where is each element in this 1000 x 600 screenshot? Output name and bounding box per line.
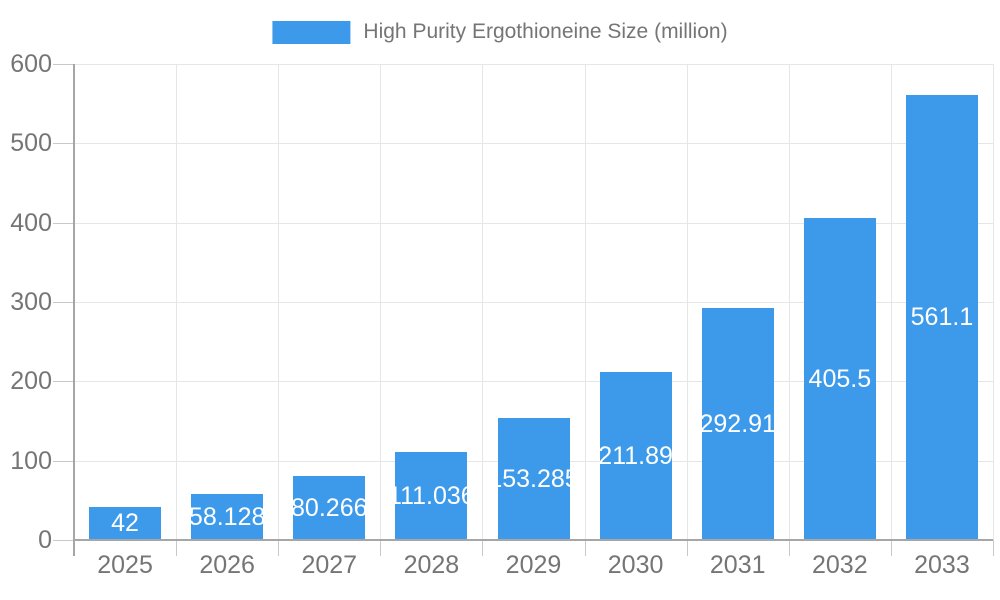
x-axis-tick: [380, 540, 382, 556]
x-axis-label: 2029: [505, 551, 562, 579]
y-axis-label: 600: [10, 50, 52, 78]
y-axis-tick: [53, 540, 74, 541]
y-axis-tick: [53, 302, 74, 303]
x-axis-line: [73, 539, 993, 541]
y-axis-label: 100: [10, 446, 52, 475]
x-gridline: [176, 64, 178, 540]
y-axis-tick: [53, 222, 74, 224]
x-gridline: [686, 64, 688, 540]
y-axis-label: 300: [10, 288, 52, 316]
y-axis-tick: [53, 460, 74, 462]
bar-2027: [293, 476, 366, 540]
legend-label: High Purity Ergothioneine Size (million): [363, 20, 728, 43]
y-gridline: [74, 222, 993, 224]
bar-2026: [191, 493, 264, 540]
x-axis-tick: [176, 540, 178, 556]
x-axis-tick: [584, 540, 586, 556]
x-gridline: [993, 64, 994, 540]
x-axis-label: 2028: [403, 551, 460, 579]
y-gridline: [74, 381, 993, 383]
x-axis-label: 2032: [812, 551, 868, 579]
bar-2030: [599, 371, 672, 540]
bar-2032: [803, 218, 876, 540]
y-axis-tick: [53, 143, 74, 145]
bar-2033: [905, 94, 978, 540]
y-axis-tick: [53, 381, 74, 383]
x-axis-label: 2026: [199, 551, 255, 579]
x-axis-label: 2025: [97, 551, 153, 579]
x-axis-tick: [788, 540, 790, 556]
y-axis-line: [73, 64, 75, 556]
bar-2028: [395, 451, 468, 540]
y-axis-label: 400: [10, 208, 52, 237]
x-axis-tick: [993, 540, 994, 556]
x-gridline: [584, 64, 586, 540]
x-gridline: [278, 64, 280, 540]
y-axis-tick: [53, 64, 74, 65]
x-gridline: [380, 64, 382, 540]
legend-swatch-icon: [272, 20, 351, 44]
x-axis-label: 2031: [709, 551, 766, 579]
x-axis-label: 2033: [914, 551, 970, 579]
bar-2025: [89, 506, 162, 540]
legend-item[interactable]: High Purity Ergothioneine Size (million): [272, 20, 728, 44]
x-axis-label: 2030: [607, 551, 664, 579]
y-gridline: [74, 64, 993, 65]
x-axis-tick: [278, 540, 280, 556]
x-gridline: [890, 64, 892, 540]
y-gridline: [74, 143, 993, 145]
x-axis-tick: [482, 540, 484, 556]
x-axis-tick: [686, 540, 688, 556]
y-axis-label: 200: [10, 367, 52, 396]
y-gridline: [74, 302, 993, 303]
x-gridline: [788, 64, 790, 540]
bar-2031: [701, 307, 774, 540]
y-axis-label: 500: [10, 129, 52, 158]
y-axis-label: 0: [38, 526, 52, 554]
x-axis-label: 2027: [301, 551, 358, 579]
bar-2029: [497, 418, 570, 540]
x-axis-tick: [890, 540, 892, 556]
x-gridline: [482, 64, 484, 540]
